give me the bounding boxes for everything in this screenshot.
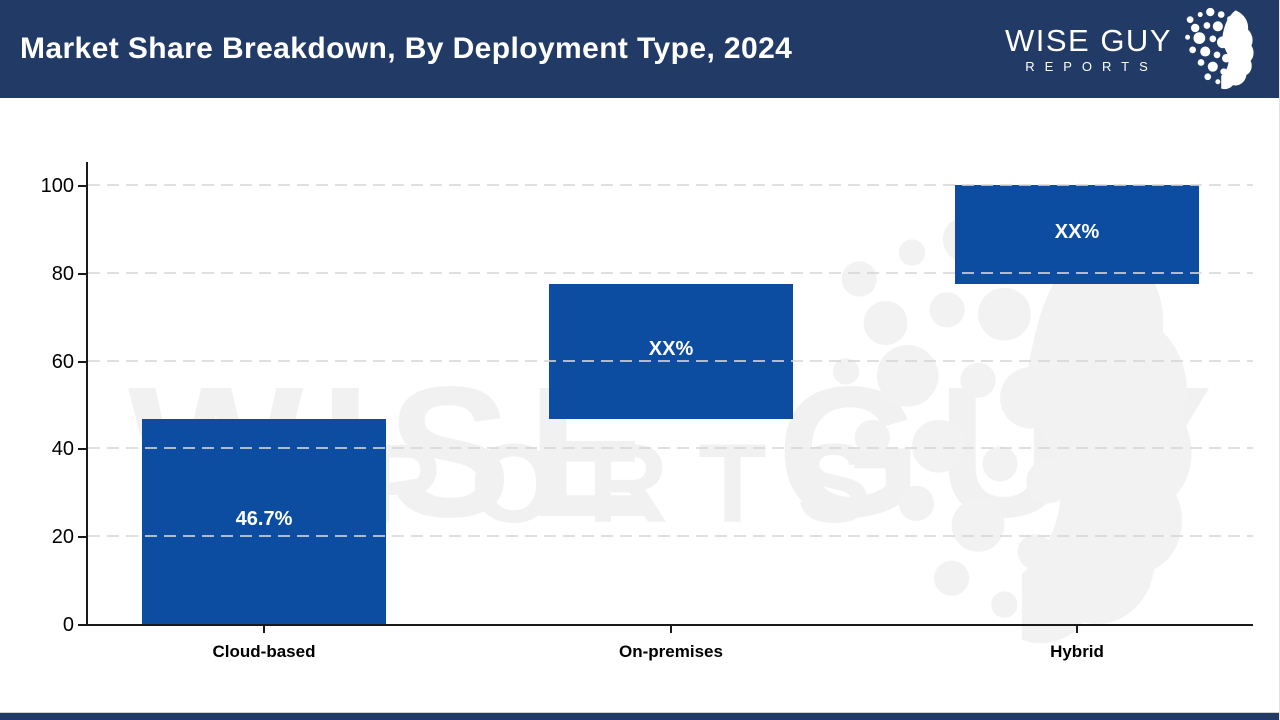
y-tick-40 xyxy=(78,448,86,451)
bar-cloud-based xyxy=(142,418,386,624)
gridline-40 xyxy=(88,447,1253,450)
x-tick-cloud-based xyxy=(263,626,265,633)
y-axis-line xyxy=(86,162,88,626)
category-label-cloud-based: Cloud-based xyxy=(212,642,316,661)
gridline-100 xyxy=(88,184,1253,186)
logo-subtext: REPORTS xyxy=(1025,59,1158,74)
gridline-60 xyxy=(88,359,1253,362)
gridline-20 xyxy=(88,535,1253,538)
y-tick-label-60: 60 xyxy=(51,350,74,373)
footer-bar xyxy=(0,712,1279,720)
x-tick-on-premises xyxy=(670,626,672,633)
logo-wordmark: WISE GUY xyxy=(1004,23,1172,58)
y-tick-80 xyxy=(78,272,86,275)
y-tick-label-40: 40 xyxy=(51,438,74,461)
chart-area: WISE GUY REPORTS 46.7% XX% XX% 0 20 40 60 80 100… xyxy=(0,98,1279,713)
brand-logo: WISE GUY REPORTS xyxy=(1005,7,1260,91)
gridline-80 xyxy=(88,271,1253,274)
y-tick-60 xyxy=(78,360,86,363)
brand-logo-text: WISE GUY REPORTS xyxy=(1005,25,1172,73)
y-tick-label-20: 20 xyxy=(51,526,74,549)
bar-value-label: XX% xyxy=(648,338,694,361)
bar-value-label: XX% xyxy=(1054,221,1100,244)
header-bar: Market Share Breakdown, By Deployment Ty… xyxy=(0,0,1279,98)
y-tick-20 xyxy=(78,536,86,539)
y-tick-label-0: 0 xyxy=(62,614,74,636)
y-tick-label-80: 80 xyxy=(51,262,74,285)
x-axis-line xyxy=(86,624,1253,626)
page-title: Market Share Breakdown, By Deployment Ty… xyxy=(20,32,793,65)
bar-value-label: 46.7% xyxy=(235,508,293,531)
logo-head-icon xyxy=(1185,7,1254,90)
bar-on-premises xyxy=(549,283,793,419)
y-tick-0 xyxy=(78,624,86,626)
y-tick-label-100: 100 xyxy=(40,175,74,197)
category-label-hybrid: Hybrid xyxy=(1050,642,1104,661)
bar-hybrid xyxy=(955,185,1199,284)
y-tick-100 xyxy=(78,185,86,187)
x-tick-hybrid xyxy=(1076,626,1078,633)
category-label-on-premises: On-premises xyxy=(619,642,723,661)
